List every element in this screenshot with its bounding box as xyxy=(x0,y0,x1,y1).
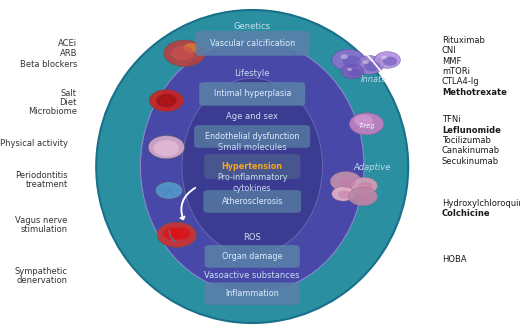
Text: T-reg: T-reg xyxy=(358,123,375,129)
Circle shape xyxy=(184,43,198,53)
Text: Periodontitis: Periodontitis xyxy=(15,171,68,180)
Circle shape xyxy=(156,94,177,107)
Text: CTLA4-Ig: CTLA4-Ig xyxy=(442,77,479,87)
Circle shape xyxy=(339,177,356,188)
Circle shape xyxy=(349,113,384,135)
FancyBboxPatch shape xyxy=(199,82,305,106)
Circle shape xyxy=(148,136,185,159)
Text: ARB: ARB xyxy=(59,49,77,59)
Text: Beta blockers: Beta blockers xyxy=(20,60,77,69)
Circle shape xyxy=(149,90,184,112)
Text: Hydroxylchloroquine: Hydroxylchloroquine xyxy=(442,198,520,208)
Text: CNI: CNI xyxy=(442,46,457,56)
Circle shape xyxy=(356,192,372,202)
Text: ACEi: ACEi xyxy=(58,39,77,48)
Text: Endothelial dysfunction: Endothelial dysfunction xyxy=(205,132,300,141)
Text: Genetics: Genetics xyxy=(233,22,271,31)
Text: Salt: Salt xyxy=(61,89,77,98)
Ellipse shape xyxy=(182,78,322,255)
Text: Intimal hyperplasia: Intimal hyperplasia xyxy=(214,89,291,99)
Text: Adaptive: Adaptive xyxy=(353,163,391,172)
Text: TFNi: TFNi xyxy=(442,115,461,125)
Circle shape xyxy=(381,56,387,59)
Ellipse shape xyxy=(140,40,364,293)
Circle shape xyxy=(163,227,183,240)
Circle shape xyxy=(343,56,361,67)
FancyBboxPatch shape xyxy=(204,282,300,305)
Circle shape xyxy=(355,56,384,74)
Circle shape xyxy=(348,69,361,77)
Circle shape xyxy=(330,171,361,191)
Text: Hypertension: Hypertension xyxy=(222,162,283,171)
Text: Vasoactive substances: Vasoactive substances xyxy=(204,271,300,280)
Text: Colchicine: Colchicine xyxy=(442,208,491,218)
Text: ROS: ROS xyxy=(243,232,261,242)
Text: Diet: Diet xyxy=(60,98,77,107)
Circle shape xyxy=(374,52,400,68)
Text: denervation: denervation xyxy=(17,275,68,285)
Text: Methotrexate: Methotrexate xyxy=(442,88,507,97)
FancyBboxPatch shape xyxy=(195,31,309,56)
Text: treatment: treatment xyxy=(25,179,68,189)
Text: Rituximab: Rituximab xyxy=(442,36,485,45)
Circle shape xyxy=(358,182,373,191)
Circle shape xyxy=(168,101,172,104)
Circle shape xyxy=(383,57,397,66)
FancyBboxPatch shape xyxy=(204,245,300,268)
Circle shape xyxy=(354,115,373,127)
Circle shape xyxy=(350,177,378,194)
Circle shape xyxy=(161,101,165,104)
Text: Age and sex: Age and sex xyxy=(226,112,278,121)
Text: stimulation: stimulation xyxy=(20,224,68,234)
Text: Sympathetic: Sympathetic xyxy=(15,267,68,276)
Text: Atherosclerosis: Atherosclerosis xyxy=(222,197,283,206)
Circle shape xyxy=(341,64,364,79)
Circle shape xyxy=(332,49,365,71)
Circle shape xyxy=(364,61,380,72)
Text: Lifestyle: Lifestyle xyxy=(235,69,270,79)
Text: Inflammation: Inflammation xyxy=(225,289,279,298)
Circle shape xyxy=(348,187,378,206)
Text: Secukinumab: Secukinumab xyxy=(442,157,499,166)
Circle shape xyxy=(164,97,168,100)
Text: Tocilizumab: Tocilizumab xyxy=(442,136,491,145)
Text: Vagus nerve: Vagus nerve xyxy=(15,216,68,225)
Text: Vascular calcification: Vascular calcification xyxy=(210,39,295,48)
Circle shape xyxy=(157,222,197,247)
Ellipse shape xyxy=(90,5,414,328)
Circle shape xyxy=(171,227,191,240)
Text: Canakinumab: Canakinumab xyxy=(442,146,500,156)
Circle shape xyxy=(153,140,179,157)
FancyBboxPatch shape xyxy=(203,190,301,213)
Circle shape xyxy=(155,182,183,199)
Text: MMF: MMF xyxy=(442,57,461,66)
Circle shape xyxy=(164,40,205,67)
FancyBboxPatch shape xyxy=(204,154,300,179)
Circle shape xyxy=(362,60,369,64)
FancyBboxPatch shape xyxy=(194,125,310,148)
Circle shape xyxy=(171,46,194,61)
Text: Innate: Innate xyxy=(361,75,387,84)
Circle shape xyxy=(341,54,348,59)
Text: mTORi: mTORi xyxy=(442,67,470,76)
Text: Organ damage: Organ damage xyxy=(222,252,282,261)
Circle shape xyxy=(332,186,355,201)
Text: Microbiome: Microbiome xyxy=(28,107,77,116)
Text: Leflunomide: Leflunomide xyxy=(442,126,501,135)
Text: Small molecules: Small molecules xyxy=(218,143,287,152)
Circle shape xyxy=(338,190,350,198)
Text: HOBA: HOBA xyxy=(442,254,466,264)
Text: Physical activity: Physical activity xyxy=(0,139,68,148)
Circle shape xyxy=(347,68,352,71)
Text: Pro-inflammatory
cytokines: Pro-inflammatory cytokines xyxy=(217,173,288,193)
Ellipse shape xyxy=(96,10,408,323)
